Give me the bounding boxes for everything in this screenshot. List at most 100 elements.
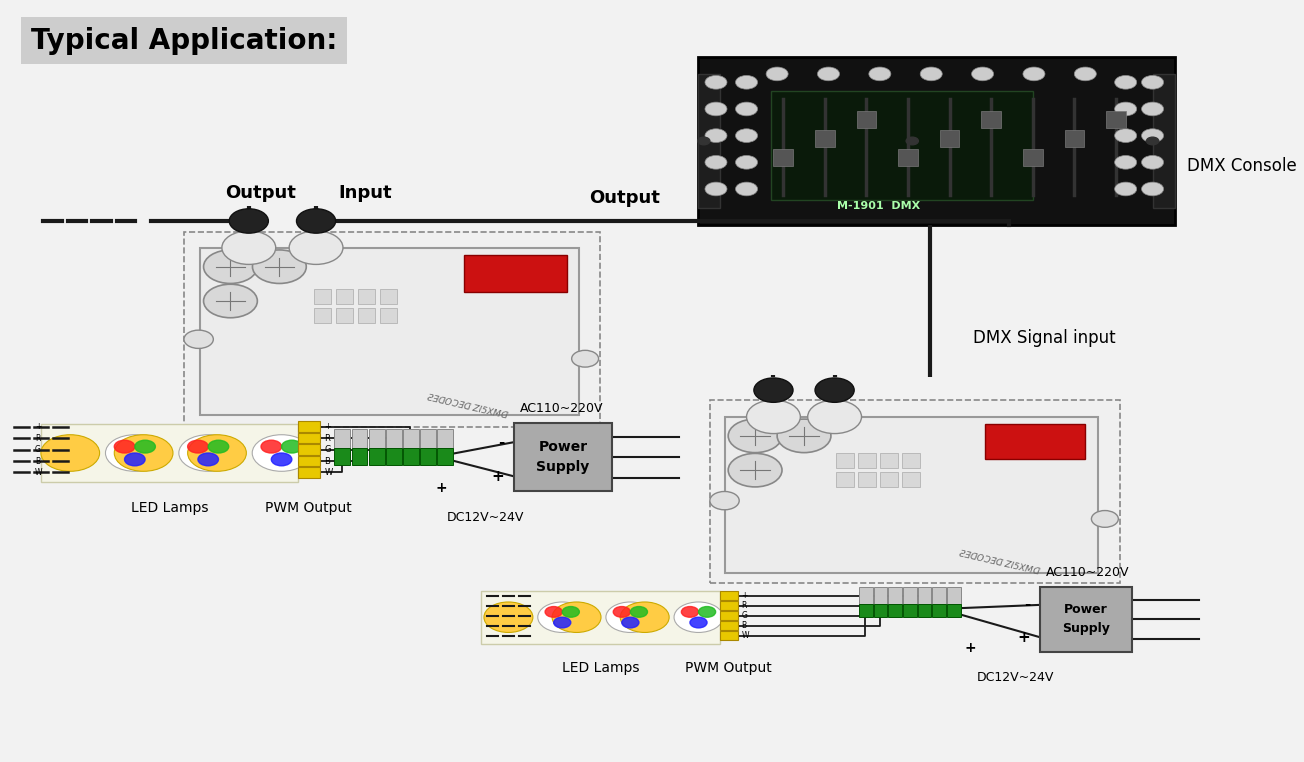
Bar — [932, 587, 945, 604]
Circle shape — [971, 67, 994, 81]
Circle shape — [552, 602, 601, 632]
Bar — [369, 429, 385, 448]
Circle shape — [115, 440, 134, 453]
Circle shape — [106, 434, 164, 471]
Text: -: - — [498, 434, 505, 450]
Bar — [932, 604, 945, 617]
Circle shape — [906, 137, 918, 145]
Circle shape — [1115, 182, 1137, 196]
Circle shape — [606, 602, 655, 632]
Bar — [836, 472, 854, 487]
Circle shape — [735, 129, 758, 142]
Text: Input: Input — [338, 184, 391, 202]
Circle shape — [179, 434, 237, 471]
Circle shape — [735, 102, 758, 116]
Circle shape — [554, 617, 571, 628]
Text: DMX Signal input: DMX Signal input — [973, 328, 1115, 347]
Bar — [334, 429, 351, 448]
Text: R: R — [325, 434, 330, 443]
Text: Power: Power — [539, 440, 588, 454]
Text: +: + — [1017, 629, 1030, 645]
Circle shape — [777, 419, 831, 453]
Text: G: G — [325, 445, 331, 454]
Circle shape — [188, 434, 246, 471]
Circle shape — [1115, 129, 1137, 142]
Circle shape — [705, 129, 728, 142]
Bar — [902, 472, 919, 487]
Circle shape — [1074, 67, 1097, 81]
Bar — [880, 472, 897, 487]
Text: Typical Application:: Typical Application: — [31, 27, 338, 55]
Text: R: R — [35, 434, 40, 443]
Bar — [947, 587, 961, 604]
Circle shape — [253, 250, 306, 283]
Circle shape — [222, 231, 275, 264]
Circle shape — [735, 75, 758, 89]
Bar — [1106, 111, 1125, 128]
Circle shape — [261, 440, 282, 453]
Bar — [918, 587, 931, 604]
Bar — [698, 74, 720, 208]
Text: +: + — [742, 591, 748, 600]
Circle shape — [728, 419, 782, 453]
Text: ƧƎᗡOƆƎᗡ ZI5XMᗡ: ƧƎᗡOƆƎᗡ ZI5XMᗡ — [425, 393, 509, 421]
Bar — [335, 289, 353, 304]
Circle shape — [705, 182, 728, 196]
Bar — [352, 429, 368, 448]
Bar — [297, 421, 319, 432]
Text: DC12V~24V: DC12V~24V — [447, 511, 524, 523]
Bar — [902, 453, 919, 468]
Circle shape — [728, 453, 782, 487]
Circle shape — [735, 155, 758, 169]
Circle shape — [674, 602, 722, 632]
Text: Power: Power — [1064, 603, 1108, 616]
Bar — [437, 429, 452, 448]
Circle shape — [705, 102, 728, 116]
Bar — [437, 448, 452, 465]
Circle shape — [252, 434, 310, 471]
Text: ƧƎᗡOƆƎᗡ ZI5XMᗡ: ƧƎᗡOƆƎᗡ ZI5XMᗡ — [957, 549, 1041, 577]
Circle shape — [815, 378, 854, 402]
Text: PWM Output: PWM Output — [265, 501, 352, 514]
Bar — [985, 424, 1085, 459]
Circle shape — [40, 434, 99, 471]
Bar — [773, 149, 793, 166]
Bar — [1041, 587, 1132, 652]
Bar — [481, 591, 720, 644]
Circle shape — [1022, 67, 1045, 81]
Circle shape — [562, 607, 579, 617]
Text: Supply: Supply — [536, 460, 589, 475]
Text: LED Lamps: LED Lamps — [130, 501, 209, 514]
Bar — [858, 472, 875, 487]
Text: DMX Console: DMX Console — [1187, 157, 1296, 175]
Bar — [982, 111, 1001, 128]
Bar — [859, 587, 872, 604]
Bar — [314, 289, 331, 304]
Circle shape — [125, 453, 145, 466]
Circle shape — [1141, 155, 1163, 169]
Bar — [904, 587, 917, 604]
Circle shape — [690, 617, 707, 628]
Circle shape — [198, 453, 219, 466]
Text: Supply: Supply — [1061, 623, 1110, 636]
Bar — [940, 130, 960, 147]
Bar — [314, 308, 331, 323]
Bar — [420, 429, 436, 448]
Bar — [874, 587, 887, 604]
Text: -: - — [1024, 597, 1030, 613]
Circle shape — [203, 250, 257, 283]
Circle shape — [289, 231, 343, 264]
Bar — [888, 587, 902, 604]
Bar — [947, 604, 961, 617]
Circle shape — [1141, 102, 1163, 116]
Text: R: R — [742, 601, 747, 610]
Circle shape — [1141, 129, 1163, 142]
Circle shape — [571, 351, 599, 367]
Circle shape — [767, 67, 788, 81]
Text: G: G — [35, 445, 40, 454]
Text: B: B — [35, 456, 40, 466]
Bar — [836, 453, 854, 468]
Circle shape — [1141, 182, 1163, 196]
Bar — [297, 444, 319, 455]
Bar — [420, 448, 436, 465]
